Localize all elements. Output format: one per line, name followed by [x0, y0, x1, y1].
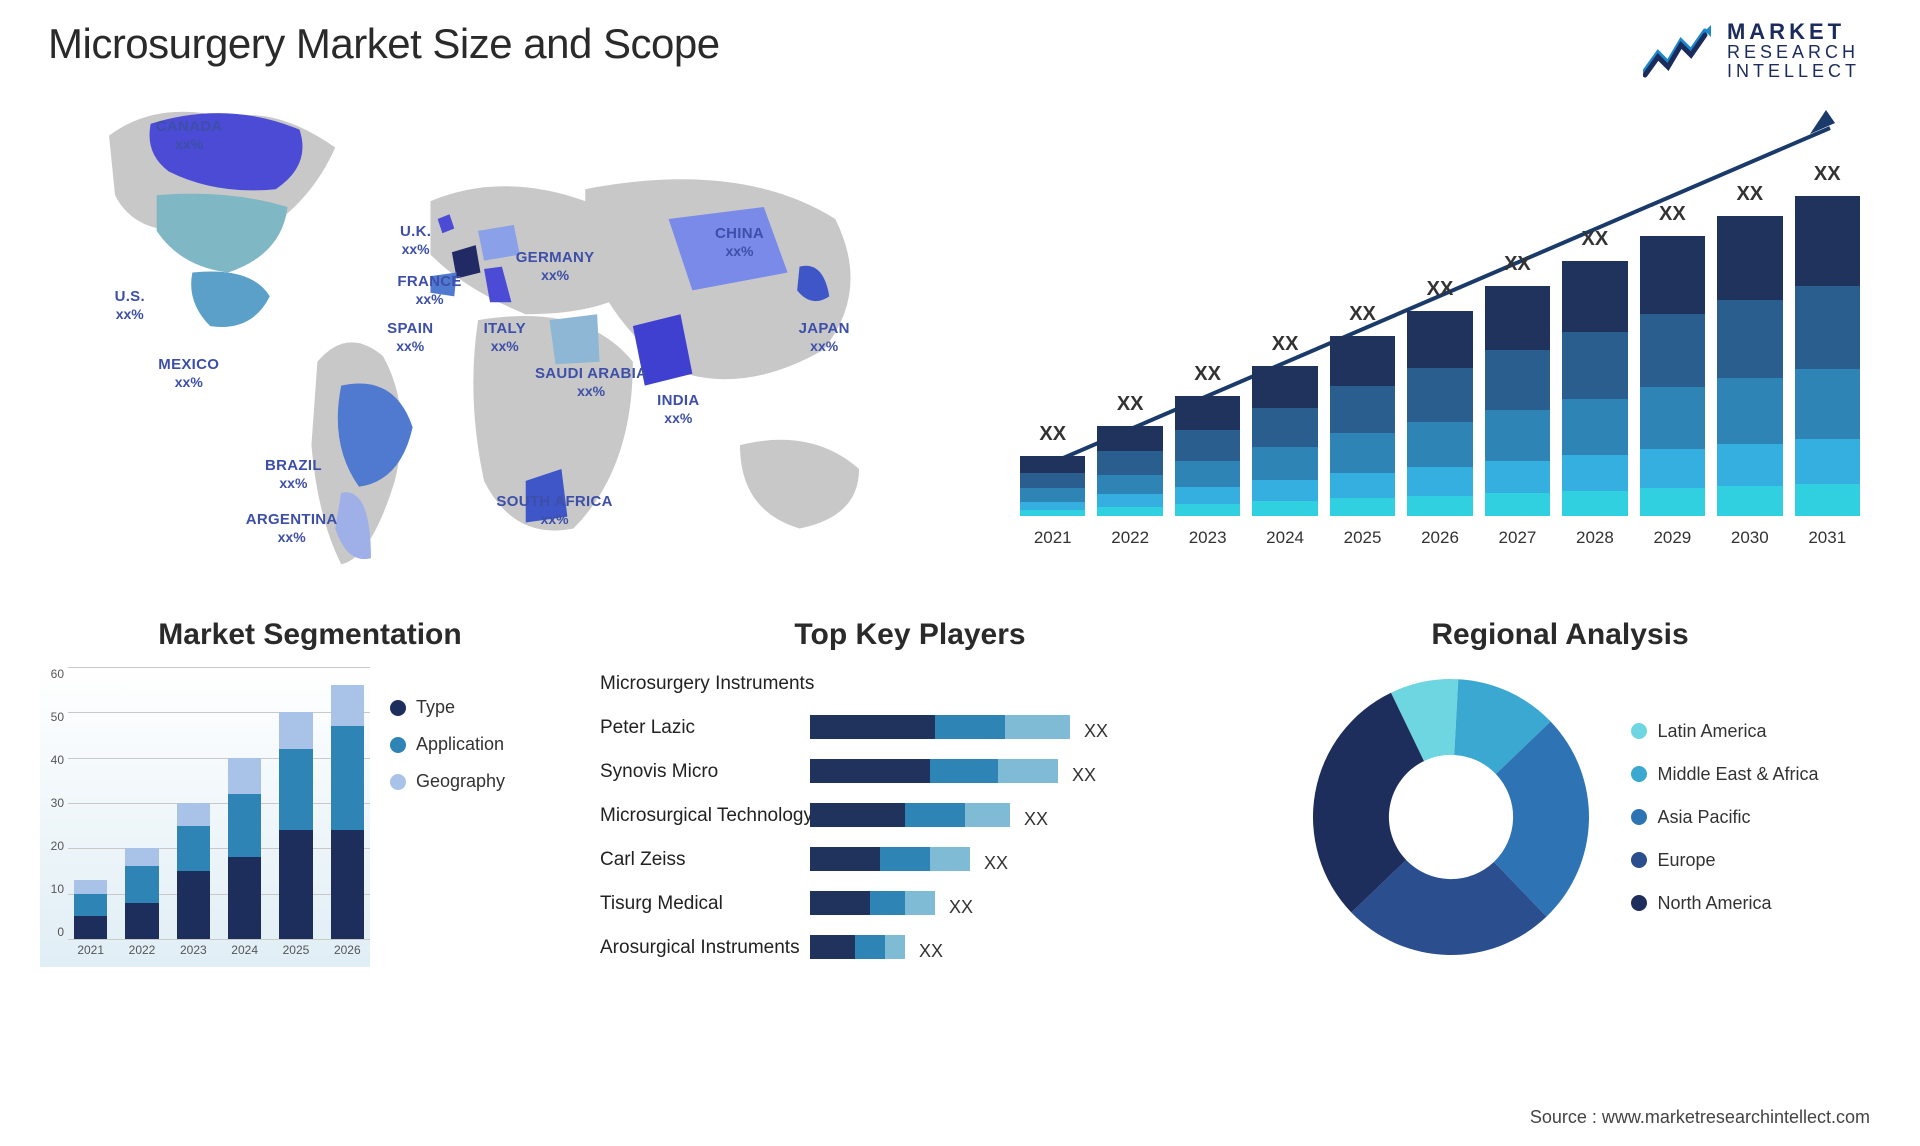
- map-label-japan: JAPANxx%: [799, 320, 850, 354]
- main-bar-2028: XX2028: [1562, 228, 1627, 548]
- kp-row: Carl ZeissXX: [600, 843, 1220, 877]
- map-label-u-s-: U.S.xx%: [115, 288, 145, 322]
- logo-line3: INTELLECT: [1727, 62, 1860, 81]
- seg-bar-2021: [74, 880, 107, 939]
- map-label-france: FRANCExx%: [397, 273, 461, 307]
- main-bar-2026: XX2026: [1407, 278, 1472, 548]
- kp-row: Tisurg MedicalXX: [600, 887, 1220, 921]
- seg-title: Market Segmentation: [40, 618, 580, 652]
- seg-bar-2024: [228, 758, 261, 939]
- reg-legend-north-america: North America: [1631, 893, 1818, 914]
- map-label-germany: GERMANYxx%: [516, 249, 595, 283]
- source-note: Source : www.marketresearchintellect.com: [1530, 1107, 1870, 1128]
- kp-row: Arosurgical InstrumentsXX: [600, 931, 1220, 965]
- kp-row: Microsurgery Instruments: [600, 667, 1220, 701]
- key-players-chart: Microsurgery Instruments Peter LazicXX Syn…: [600, 667, 1220, 965]
- regional-donut-chart: [1301, 667, 1601, 967]
- seg-bar-2023: [177, 803, 210, 939]
- map-label-italy: ITALYxx%: [484, 320, 526, 354]
- regional-panel: Regional Analysis Latin America Middle Ea…: [1240, 618, 1880, 967]
- logo-mark-icon: [1643, 23, 1713, 78]
- main-bar-2027: XX2027: [1485, 253, 1550, 548]
- seg-legend-application: Application: [390, 734, 505, 755]
- reg-legend-europe: Europe: [1631, 850, 1818, 871]
- segmentation-chart: 6050403020100 202120222023202420252026: [40, 667, 370, 967]
- kp-row: Peter LazicXX: [600, 711, 1220, 745]
- kp-row: Synovis MicroXX: [600, 755, 1220, 789]
- kp-row: Microsurgical TechnologyXX: [600, 799, 1220, 833]
- map-label-canada: CANADAxx%: [156, 118, 223, 152]
- main-bar-2031: XX2031: [1795, 163, 1860, 548]
- main-bar-2021: XX2021: [1020, 423, 1085, 548]
- map-label-south-africa: SOUTH AFRICAxx%: [496, 493, 612, 527]
- reg-legend-asia-pacific: Asia Pacific: [1631, 807, 1818, 828]
- logo-line1: MARKET: [1727, 20, 1860, 43]
- map-label-brazil: BRAZILxx%: [265, 457, 322, 491]
- map-label-spain: SPAINxx%: [387, 320, 433, 354]
- logo-line2: RESEARCH: [1727, 43, 1860, 62]
- main-bar-2023: XX2023: [1175, 363, 1240, 548]
- main-bar-2022: XX2022: [1097, 393, 1162, 548]
- main-bar-2024: XX2024: [1252, 333, 1317, 548]
- regional-legend: Latin America Middle East & Africa Asia Pa…: [1631, 721, 1818, 914]
- segmentation-panel: Market Segmentation 6050403020100 202120…: [40, 618, 580, 967]
- reg-legend-middle-east-africa: Middle East & Africa: [1631, 764, 1818, 785]
- map-label-india: INDIAxx%: [657, 392, 699, 426]
- map-label-china: CHINAxx%: [715, 225, 764, 259]
- seg-legend-geography: Geography: [390, 771, 505, 792]
- main-bar-2025: XX2025: [1330, 303, 1395, 548]
- world-map: CANADAxx% U.S.xx% MEXICOxx% BRAZILxx% ARGENT…: [40, 88, 940, 588]
- brand-logo: MARKET RESEARCH INTELLECT: [1643, 20, 1860, 81]
- segmentation-legend: Type Application Geography: [390, 667, 505, 792]
- market-size-chart: XX2021XX2022XX2023XX2024XX2025XX2026XX20…: [980, 88, 1880, 588]
- main-bar-2030: XX2030: [1717, 183, 1782, 548]
- main-bar-2029: XX2029: [1640, 203, 1705, 548]
- seg-bar-2025: [279, 712, 312, 939]
- seg-bar-2022: [125, 848, 158, 939]
- page-title: Microsurgery Market Size and Scope: [48, 20, 1880, 68]
- map-label-u-k-: U.K.xx%: [400, 223, 431, 257]
- reg-title: Regional Analysis: [1240, 618, 1880, 652]
- key-players-panel: Top Key Players Microsurgery Instruments…: [600, 618, 1220, 967]
- kp-title: Top Key Players: [600, 618, 1220, 652]
- map-label-mexico: MEXICOxx%: [158, 356, 219, 390]
- map-label-saudi-arabia: SAUDI ARABIAxx%: [535, 365, 647, 399]
- map-label-argentina: ARGENTINAxx%: [246, 511, 338, 545]
- reg-legend-latin-america: Latin America: [1631, 721, 1818, 742]
- seg-bar-2026: [331, 685, 364, 939]
- seg-legend-type: Type: [390, 697, 505, 718]
